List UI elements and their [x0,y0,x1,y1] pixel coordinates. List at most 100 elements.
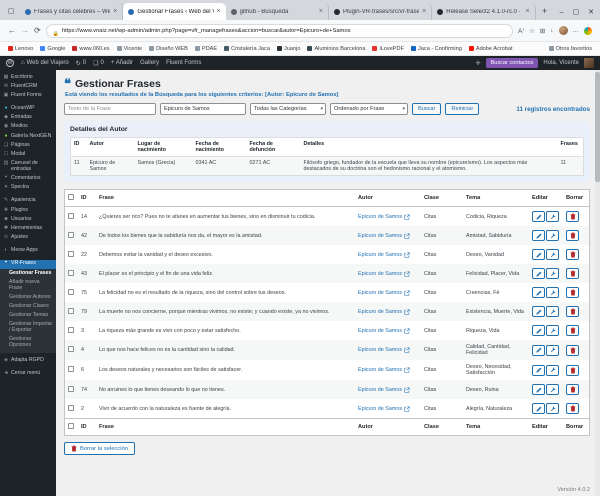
browser-tab[interactable]: Plugin-VR-frases/src/vr-frases-a [329,3,433,20]
browser-tab[interactable]: Gestionar Frases ‹ Web del Viaje [123,3,226,20]
adminbar-fluent-forms[interactable]: Fluent Forms [166,60,202,66]
quick-edit-button[interactable] [546,344,559,356]
order-select[interactable]: Ordenado por Frase [330,103,408,115]
sidebar-item[interactable]: ◆ Entradas [0,114,56,123]
row-checkbox[interactable] [68,346,74,352]
row-checkbox[interactable] [68,307,74,314]
quick-edit-button[interactable] [546,384,559,395]
search-contacts-button[interactable]: Buscar contactos [485,58,539,68]
delete-button[interactable] [566,325,579,336]
reset-button[interactable]: Reiniciar [445,103,480,115]
tab-close-icon[interactable] [217,8,221,15]
bookmark-item[interactable]: PDAE [194,46,217,52]
tab-close-icon[interactable] [113,8,117,15]
sidebar-item-vr-frases[interactable]: ❝ VR-Frases [0,259,56,269]
select-all-checkbox[interactable] [68,194,74,200]
row-checkbox[interactable] [68,404,74,411]
submenu-item[interactable]: Gestionar Opciones [0,336,56,351]
sidebar-item[interactable]: ● Galería NextGEN [0,132,56,141]
back-icon[interactable] [8,26,16,35]
bookmark-item[interactable]: Juanjo [276,46,300,52]
author-input[interactable] [160,103,246,115]
author-link[interactable]: Epicuro de Samos [358,406,410,412]
delete-button[interactable] [566,230,579,241]
row-checkbox[interactable] [68,326,74,333]
row-checkbox[interactable] [68,231,74,238]
author-link[interactable]: Epicuro de Samos [358,367,410,373]
edit-button[interactable] [532,287,545,298]
submenu-item[interactable]: Añadir nueva Frase [0,279,56,294]
wordpress-logo-icon[interactable]: W [6,59,14,67]
url-text[interactable]: https://www.vnaiz.net/wp-admin/admin.php… [61,27,351,34]
scrollbar-thumb[interactable] [595,72,600,182]
sidebar-item[interactable]: ✱ Herramientas [0,224,56,233]
delete-button[interactable] [566,306,579,317]
tab-layout-icon[interactable]: ▢ [7,8,15,15]
select-all-checkbox-footer[interactable] [68,423,74,429]
copilot-icon[interactable] [584,26,592,35]
adminbar-gallery[interactable]: Gallery [140,60,160,66]
submenu-item[interactable]: Gestionar Clases [0,303,56,312]
tab-close-icon[interactable] [319,8,323,15]
edit-button[interactable] [532,268,545,279]
row-checkbox[interactable] [68,250,74,257]
author-link[interactable]: Epicuro de Samos [358,252,410,258]
submenu-item[interactable]: Gestionar Importar / Exportar [0,321,56,336]
author-link[interactable]: Epicuro de Samos [358,387,410,393]
delete-selection-button[interactable]: Borrar la selección [64,442,136,455]
bookmark-item[interactable]: www.060.es [72,46,110,52]
phrase-text-input[interactable] [64,103,156,115]
delete-button[interactable] [566,384,579,395]
delete-button[interactable] [566,287,579,298]
sidebar-item[interactable]: ✎ Apariencia [0,197,56,206]
quick-edit-button[interactable] [546,230,559,241]
sidebar-item[interactable]: ✦ Spectra [0,184,56,193]
author-link[interactable]: Epicuro de Samos [358,347,410,353]
tab-close-icon[interactable] [525,8,529,15]
author-link[interactable]: Epicuro de Samos [358,290,410,296]
edit-button[interactable] [532,230,545,241]
row-checkbox[interactable] [68,269,74,276]
refresh-icon[interactable] [34,26,41,35]
adminbar-site[interactable]: ⌂ Web del Viajero [21,60,69,66]
submenu-item[interactable]: Gestionar Autores [0,294,56,303]
adminbar-comments[interactable]: ❑ 0 [93,60,104,67]
quick-edit-button[interactable] [546,306,559,317]
browser-tab[interactable]: Release Select2 4.1.0-rc.0 · select [432,3,536,20]
bookmark-item[interactable]: Google [40,46,65,52]
adminbar-greeting[interactable]: Hola, Vicente [543,60,579,66]
sidebar-item[interactable]: ✉ FluentCRM [0,82,56,91]
edit-button[interactable] [532,211,545,222]
new-tab-button[interactable] [538,4,552,18]
category-select[interactable]: Todas las Categorías [250,103,326,115]
sidebar-item[interactable]: ✚ Plugins [0,206,56,215]
sidebar-item[interactable]: ❏ Páginas [0,141,56,150]
other-favorites[interactable]: Otros favoritos [548,46,592,52]
delete-button[interactable] [566,268,579,279]
adminbar-new[interactable]: + Añadir [110,60,134,66]
edit-button[interactable] [532,364,545,376]
user-avatar[interactable] [584,58,594,68]
edit-button[interactable] [532,306,545,317]
quick-edit-button[interactable] [546,403,559,414]
sidebar-item[interactable]: ◐ Meow Apps [0,247,56,256]
sidebar-item[interactable]: ▦ Escritorio [0,73,56,82]
sidebar-item[interactable]: ☻ Usuarios [0,215,56,224]
edit-button[interactable] [532,384,545,395]
adminbar-updates[interactable]: ↻ 0 [75,60,87,67]
sidebar-item[interactable]: ❝ Comentarios [0,175,56,184]
edit-button[interactable] [532,325,545,336]
sidebar-item[interactable]: ● OceanWP [0,104,56,113]
downloads-icon[interactable]: ↓ [550,27,554,34]
sidebar-item[interactable]: ◉ Medios [0,123,56,132]
quick-edit-button[interactable] [546,249,559,260]
search-button[interactable]: Buscar [412,103,442,115]
sidebar-item[interactable]: ◈ Adapta RGPD [0,357,56,366]
bookmark-item[interactable]: Aluminios Barcelona [307,46,365,52]
edit-button[interactable] [532,344,545,356]
quick-edit-button[interactable] [546,325,559,336]
author-link[interactable]: Epicuro de Samos [358,328,410,334]
delete-button[interactable] [566,344,579,356]
sidebar-item[interactable]: ⊙ Ajustes [0,233,56,242]
row-checkbox[interactable] [68,212,74,219]
